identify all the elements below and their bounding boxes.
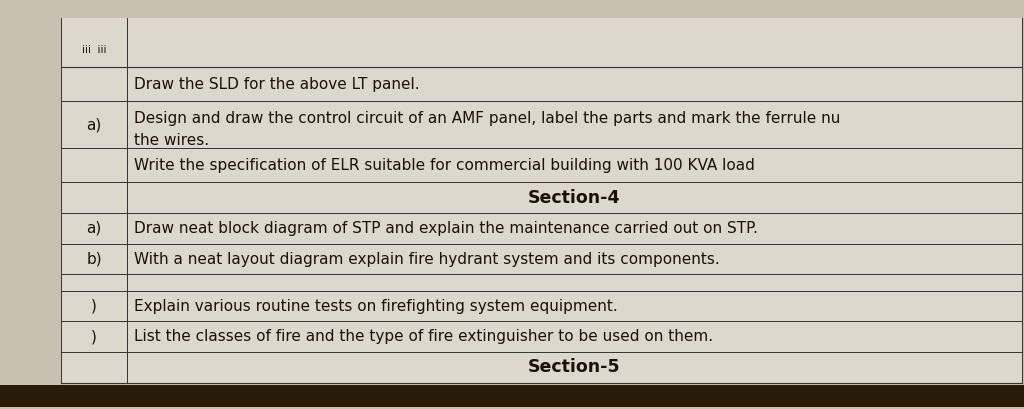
- Text: b): b): [86, 252, 102, 267]
- Text: iii  iii: iii iii: [82, 45, 106, 55]
- Bar: [61, 148, 1022, 182]
- Text: ): ): [91, 329, 97, 344]
- Text: Section-4: Section-4: [528, 189, 621, 207]
- Text: Explain various routine tests on firefighting system equipment.: Explain various routine tests on firefig…: [134, 299, 617, 314]
- Bar: [61, 182, 1022, 213]
- Text: Draw the SLD for the above LT panel.: Draw the SLD for the above LT panel.: [134, 77, 420, 92]
- Bar: [0, 385, 1024, 407]
- Text: a): a): [86, 221, 101, 236]
- Text: Section-5: Section-5: [528, 358, 621, 377]
- Text: List the classes of fire and the type of fire extinguisher to be used on them.: List the classes of fire and the type of…: [134, 329, 713, 344]
- Text: Draw neat block diagram of STP and explain the maintenance carried out on STP.: Draw neat block diagram of STP and expla…: [134, 221, 758, 236]
- Bar: [61, 67, 1022, 101]
- Bar: [61, 18, 1022, 67]
- Text: ): ): [91, 299, 97, 314]
- Bar: [61, 274, 1022, 291]
- Bar: [61, 213, 1022, 244]
- Bar: [61, 352, 1022, 383]
- Text: the wires.: the wires.: [134, 133, 209, 148]
- Bar: [61, 101, 1022, 148]
- Text: With a neat layout diagram explain fire hydrant system and its components.: With a neat layout diagram explain fire …: [134, 252, 720, 267]
- Text: Write the specification of ELR suitable for commercial building with 100 KVA loa: Write the specification of ELR suitable …: [134, 158, 755, 173]
- Bar: [61, 291, 1022, 321]
- Text: Design and draw the control circuit of an AMF panel, label the parts and mark th: Design and draw the control circuit of a…: [134, 111, 841, 126]
- Bar: [61, 244, 1022, 274]
- Text: a): a): [86, 117, 101, 133]
- Bar: [61, 321, 1022, 352]
